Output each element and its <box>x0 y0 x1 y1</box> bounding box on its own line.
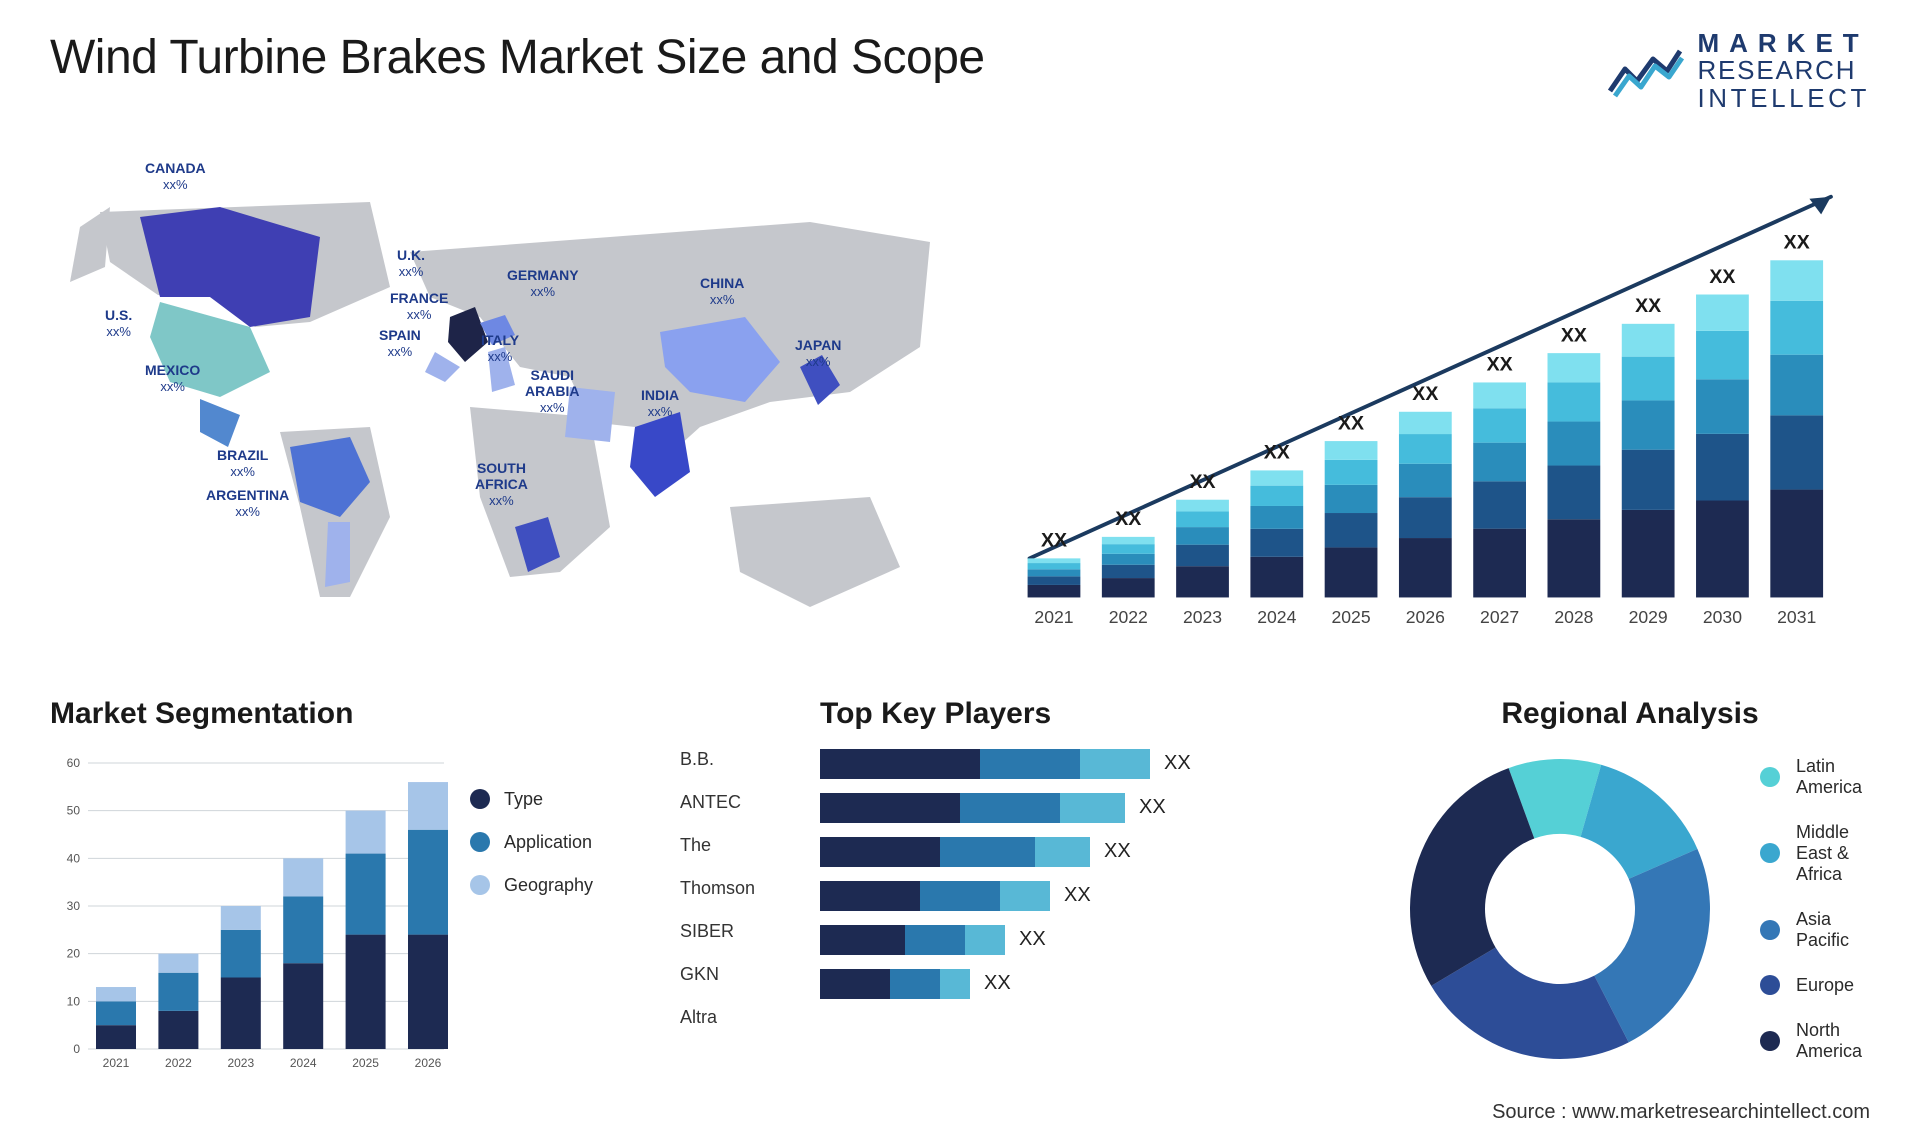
svg-text:2028: 2028 <box>1554 607 1593 627</box>
svg-text:XX: XX <box>1338 412 1364 434</box>
company-name: Thomson <box>680 878 790 899</box>
svg-text:XX: XX <box>1709 266 1735 288</box>
source-credit: Source : www.marketresearchintellect.com <box>1492 1101 1870 1124</box>
region-legend-item: North America <box>1760 1020 1870 1062</box>
region-legend-item: Europe <box>1760 975 1870 996</box>
map-label: INDIAxx% <box>641 387 679 420</box>
svg-text:XX: XX <box>1264 442 1290 464</box>
svg-text:2022: 2022 <box>165 1056 192 1070</box>
svg-text:XX: XX <box>1487 354 1513 376</box>
region-legend-item: Latin America <box>1760 756 1870 798</box>
svg-text:XX: XX <box>1635 295 1661 317</box>
brand-logo: MARKET RESEARCH INTELLECT <box>1605 30 1870 112</box>
map-label: SAUDIARABIAxx% <box>525 367 579 416</box>
map-label: MEXICOxx% <box>145 362 200 395</box>
svg-text:2021: 2021 <box>103 1056 130 1070</box>
map-label: ARGENTINAxx% <box>206 487 289 520</box>
logo-mark-icon <box>1605 41 1685 101</box>
svg-text:2021: 2021 <box>1034 607 1073 627</box>
svg-text:2031: 2031 <box>1777 607 1816 627</box>
svg-text:XX: XX <box>1189 471 1215 493</box>
svg-text:60: 60 <box>67 756 81 770</box>
legend-item: Application <box>470 832 660 853</box>
segmentation-title: Market Segmentation <box>50 697 790 731</box>
regional-legend: Latin America Middle East & Africa Asia Pa… <box>1760 756 1870 1062</box>
svg-text:2023: 2023 <box>1183 607 1222 627</box>
svg-text:XX: XX <box>1412 383 1438 405</box>
map-label: BRAZILxx% <box>217 447 268 480</box>
map-label: U.K.xx% <box>397 247 425 280</box>
company-list: B.B. ANTEC The Thomson SIBER GKN Altra <box>680 749 790 1079</box>
svg-text:2029: 2029 <box>1629 607 1668 627</box>
company-name: Altra <box>680 1007 790 1028</box>
svg-text:2027: 2027 <box>1480 607 1519 627</box>
regional-title: Regional Analysis <box>1390 697 1870 731</box>
svg-text:0: 0 <box>73 1042 80 1056</box>
world-map-panel: CANADAxx% U.S.xx% MEXICOxx% BRAZILxx% ARGENT… <box>50 142 970 662</box>
svg-text:20: 20 <box>67 947 81 961</box>
svg-text:30: 30 <box>67 899 81 913</box>
page-title: Wind Turbine Brakes Market Size and Scop… <box>50 30 985 85</box>
map-label: ITALYxx% <box>481 332 519 365</box>
map-label: FRANCExx% <box>390 290 448 323</box>
map-label: CHINAxx% <box>700 275 744 308</box>
map-label: CANADAxx% <box>145 160 206 193</box>
svg-text:2025: 2025 <box>1332 607 1371 627</box>
svg-text:XX: XX <box>1041 530 1067 552</box>
legend-item: Geography <box>470 875 660 896</box>
svg-text:40: 40 <box>67 851 81 865</box>
logo-line-2: RESEARCH <box>1697 57 1870 84</box>
segmentation-legend: Type Application Geography <box>470 749 660 1079</box>
svg-text:2022: 2022 <box>1109 607 1148 627</box>
map-label: U.S.xx% <box>105 307 132 340</box>
svg-text:2026: 2026 <box>415 1056 442 1070</box>
map-label: SPAINxx% <box>379 327 421 360</box>
svg-text:2024: 2024 <box>290 1056 317 1070</box>
svg-text:XX: XX <box>1115 508 1141 530</box>
svg-text:XX: XX <box>1784 231 1810 253</box>
company-name: The <box>680 835 790 856</box>
world-map-icon <box>50 142 970 662</box>
growth-chart: XX 2021 XX 2022 XX 2023 XX 2024 XX 2025 XX 2026 XX 20… <box>1010 142 1870 662</box>
map-label: JAPANxx% <box>795 337 841 370</box>
company-name: ANTEC <box>680 792 790 813</box>
segmentation-panel: Market Segmentation 0 10 20 30 40 50 60 2021 202… <box>50 697 790 1079</box>
map-label: GERMANYxx% <box>507 267 579 300</box>
company-name: GKN <box>680 964 790 985</box>
svg-text:2030: 2030 <box>1703 607 1742 627</box>
key-player-row: XX <box>820 749 1360 779</box>
svg-text:2024: 2024 <box>1257 607 1296 627</box>
regional-panel: Regional Analysis Latin America Middle Ea… <box>1390 697 1870 1079</box>
logo-line-3: INTELLECT <box>1697 85 1870 112</box>
map-label: SOUTHAFRICAxx% <box>475 460 528 509</box>
svg-text:XX: XX <box>1561 324 1587 346</box>
key-player-row: XX <box>820 969 1360 999</box>
company-name: SIBER <box>680 921 790 942</box>
legend-item: Type <box>470 789 660 810</box>
key-player-row: XX <box>820 837 1360 867</box>
key-players-title: Top Key Players <box>820 697 1360 731</box>
region-legend-item: Asia Pacific <box>1760 909 1870 951</box>
key-players-panel: Top Key Players XX XX XX XX XX XX <box>820 697 1360 1079</box>
key-player-row: XX <box>820 881 1360 911</box>
svg-text:2026: 2026 <box>1406 607 1445 627</box>
region-legend-item: Middle East & Africa <box>1760 822 1870 885</box>
svg-text:50: 50 <box>67 804 81 818</box>
key-player-row: XX <box>820 793 1360 823</box>
logo-line-1: MARKET <box>1697 30 1870 57</box>
company-name: B.B. <box>680 749 790 770</box>
svg-text:10: 10 <box>67 994 81 1008</box>
svg-text:2025: 2025 <box>352 1056 379 1070</box>
key-player-row: XX <box>820 925 1360 955</box>
svg-text:2023: 2023 <box>227 1056 254 1070</box>
